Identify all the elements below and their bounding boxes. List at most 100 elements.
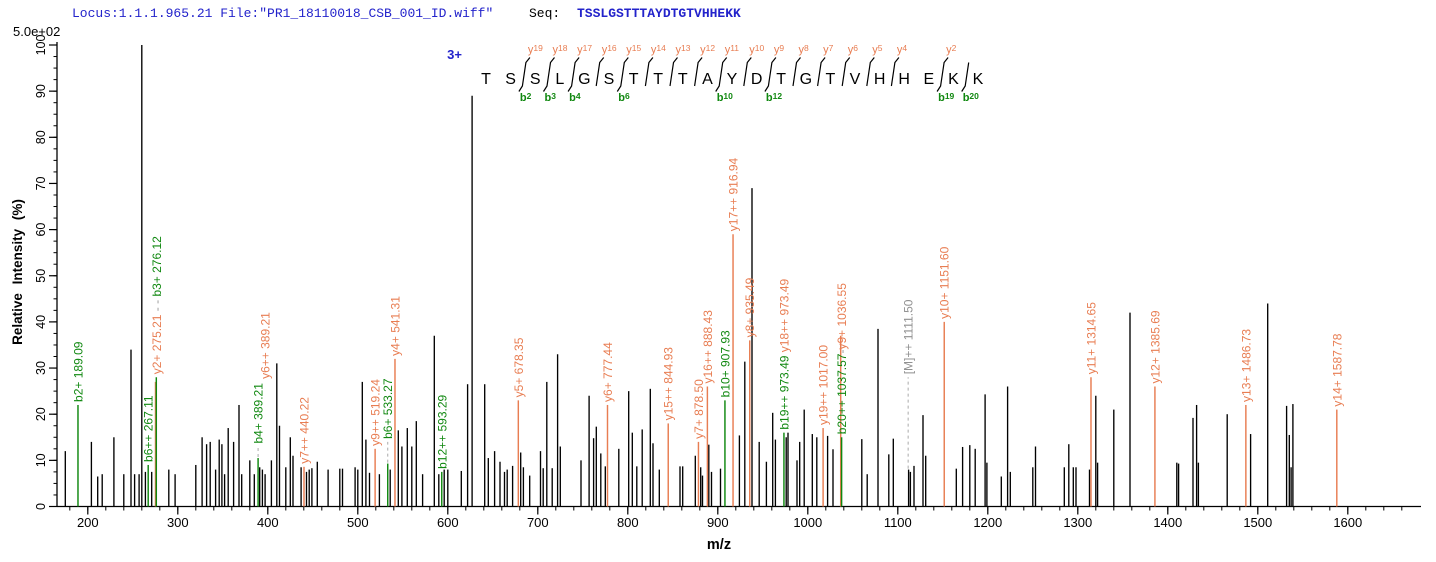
y-ion-label: y14 — [651, 43, 666, 56]
peak-label: y6+ 777.44 — [601, 342, 615, 402]
peak-label: y4+ 541.31 — [388, 296, 402, 356]
residue-letter: A — [702, 71, 713, 88]
y-ion-label: y5 — [872, 43, 883, 56]
residue-letter: Y — [727, 71, 738, 88]
x-tick-label: 600 — [437, 515, 459, 530]
x-tick-label: 1400 — [1153, 515, 1182, 530]
peak-label: y14+ 1587.78 — [1330, 333, 1344, 406]
x-tick-label: 1500 — [1243, 515, 1272, 530]
y-tick-label: 10 — [34, 453, 48, 467]
peak-label: [M]++ 1111.50 — [902, 299, 916, 374]
peak-label: y7++ 440.22 — [297, 397, 311, 464]
y-tick-label: 70 — [34, 176, 48, 190]
peak-label: y17++ 916.94 — [727, 157, 741, 231]
peak-label: y19++ 1017.00 — [817, 345, 831, 425]
residue-letter: V — [850, 71, 861, 88]
b-ion-label: b19 — [938, 91, 954, 104]
x-tick-label: 800 — [617, 515, 639, 530]
axes: 200 300 400 500 600 700 800 900 1000 1100 1200 1300… — [34, 35, 1421, 530]
x-axis-title: m/z — [707, 537, 731, 553]
residue-letter: T — [653, 71, 663, 88]
residue-letter: K — [973, 71, 984, 88]
peak-labels: b2+ 189.09 b6++ 267.11 y2+ 275.21 - - b3+ … — [71, 157, 1344, 468]
y-ion-label: y13 — [676, 43, 691, 56]
y-tick-label: 100 — [34, 35, 48, 56]
fragmentation-mark — [936, 57, 949, 92]
residue-letter: H — [874, 71, 886, 88]
peak-label: y16++ 888.43 — [701, 310, 715, 384]
residue-letter: L — [555, 71, 564, 88]
fragmentation-mark — [669, 57, 678, 87]
y-ion-label: y10 — [749, 43, 764, 56]
peak-label: b6++ 267.11 — [142, 395, 156, 462]
y-tick-label: 20 — [34, 407, 48, 421]
residue-letter: E — [923, 71, 934, 88]
y-tick-label: 50 — [34, 269, 48, 283]
y-ion-label: y8 — [799, 43, 810, 56]
x-tick-label: 300 — [167, 515, 189, 530]
y-ion-label: y18 — [553, 43, 568, 56]
y-tick-label: 80 — [34, 130, 48, 144]
residue-letter: T — [481, 71, 491, 88]
b-ion-label: b6 — [618, 91, 630, 104]
residue-letter: T — [826, 71, 836, 88]
fragmentation-mark — [890, 57, 900, 87]
y-ion-label: y17 — [577, 43, 592, 56]
x-tick-label: 1000 — [793, 515, 822, 530]
fragmentation-mark — [792, 57, 801, 87]
x-tick-label: 1300 — [1063, 515, 1092, 530]
fragmentation-mark — [817, 57, 826, 87]
y-ion-label: y11 — [725, 43, 740, 56]
x-tick-label: 900 — [707, 515, 729, 530]
fragmentation-mark — [595, 57, 605, 87]
x-tick-label: 700 — [527, 515, 549, 530]
residue-letter: T — [629, 71, 639, 88]
b-ion-label: b3 — [545, 91, 557, 104]
x-tick-label: 1600 — [1333, 515, 1362, 530]
fragmentation-mark — [715, 57, 728, 92]
peak-label: y9++ 519.24 — [369, 379, 383, 446]
peak-label: b2+ 189.09 — [71, 341, 85, 402]
b-ion-label: b10 — [717, 91, 733, 104]
residue-letter: G — [578, 71, 590, 88]
fragmentation-mark — [743, 57, 752, 87]
peak-label: y6++ 389.21 — [259, 312, 273, 379]
header-locus-file: Locus:1.1.1.965.21 File:"PR1_18110018_CS… — [72, 6, 493, 21]
residue-letter: S — [530, 71, 541, 88]
peak-label: y8+ 935.49 — [743, 277, 757, 337]
peak-label: y2+ 275.21 - - b3+ 276.12 — [150, 236, 164, 374]
b-ion-label: b20 — [963, 91, 979, 104]
peak-label: b6+ 533.27 — [381, 378, 395, 439]
peak-label: y13+ 1486.73 — [1239, 329, 1253, 402]
peak-label: y15++ 844.93 — [662, 347, 676, 421]
x-tick-label: 500 — [347, 515, 369, 530]
y-tick-label: 60 — [34, 223, 48, 237]
x-tick-label: 400 — [257, 515, 279, 530]
fragmentation-mark — [866, 57, 875, 87]
peak-label: b20++ 1037.57-y9+ 1036.55 — [835, 283, 849, 434]
y-ion-label: y6 — [848, 43, 859, 56]
y-tick-label: 90 — [34, 84, 48, 98]
b-ion-label: b4 — [569, 91, 581, 104]
residue-letter: T — [678, 71, 688, 88]
y-axis-title: Relative Intensity (%) — [10, 199, 25, 345]
precursor-charge-label: 3+ — [447, 47, 462, 62]
peptide-sequence-overlay: 3+T S S L G S T T T A Y D T G T V H H E K Ky19b2y18b3y17b4y1… — [447, 43, 983, 104]
residue-letter: D — [751, 71, 763, 88]
fragmentation-mark — [644, 57, 654, 87]
y-ion-label: y4 — [897, 43, 908, 56]
residue-letter: T — [776, 71, 786, 88]
b-ion-label: b12 — [766, 91, 782, 104]
y-ion-label: y19 — [528, 43, 543, 56]
y-ion-label: y9 — [774, 43, 785, 56]
peak-label: y5+ 678.35 — [512, 337, 526, 397]
residue-letter: S — [604, 71, 615, 88]
header-sequence: TSSLGSTTTAYDTGTVHHEKK — [577, 6, 741, 21]
fragmentation-mark — [764, 57, 777, 92]
residue-letter: K — [948, 71, 959, 88]
peak-label: y10+ 1151.60 — [938, 246, 952, 319]
peak-label: y12+ 1385.69 — [1148, 310, 1162, 383]
header-seq-label: Seq: — [529, 6, 560, 21]
